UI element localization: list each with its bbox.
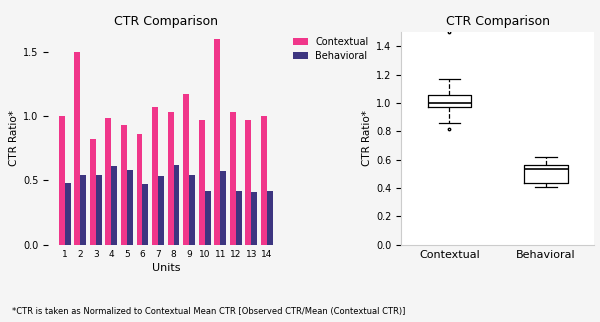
Bar [236, 191, 242, 245]
Title: CTR Comparison: CTR Comparison [114, 15, 218, 28]
Y-axis label: CTR Ratio*: CTR Ratio* [9, 110, 19, 166]
Bar [121, 125, 127, 245]
Bar [214, 39, 220, 245]
Text: *CTR is taken as Normalized to Contextual Mean CTR [Observed CTR/Mean (Contextua: *CTR is taken as Normalized to Contextua… [12, 307, 406, 316]
Bar [152, 107, 158, 245]
Bar [137, 134, 142, 245]
Bar [74, 52, 80, 245]
Bar [230, 112, 236, 245]
Bar [80, 175, 86, 245]
Bar [173, 165, 179, 245]
Legend: Contextual, Behavioral: Contextual, Behavioral [293, 37, 369, 61]
X-axis label: Units: Units [152, 263, 180, 273]
Title: CTR Comparison: CTR Comparison [446, 15, 550, 28]
Bar [167, 112, 173, 245]
Y-axis label: CTR Ratio*: CTR Ratio* [362, 110, 372, 166]
Bar [90, 139, 96, 245]
Bar [251, 192, 257, 245]
Bar [158, 176, 164, 245]
Bar [106, 118, 112, 245]
Bar [205, 191, 211, 245]
Bar [112, 166, 117, 245]
Bar [245, 120, 251, 245]
Bar [127, 170, 133, 245]
Bar [96, 175, 101, 245]
Bar [65, 183, 71, 245]
Bar [199, 120, 205, 245]
Bar [220, 171, 226, 245]
Bar [189, 175, 195, 245]
Bar [267, 191, 273, 245]
Bar [59, 116, 65, 245]
Bar [142, 184, 148, 245]
Bar [261, 116, 267, 245]
Bar [183, 94, 189, 245]
